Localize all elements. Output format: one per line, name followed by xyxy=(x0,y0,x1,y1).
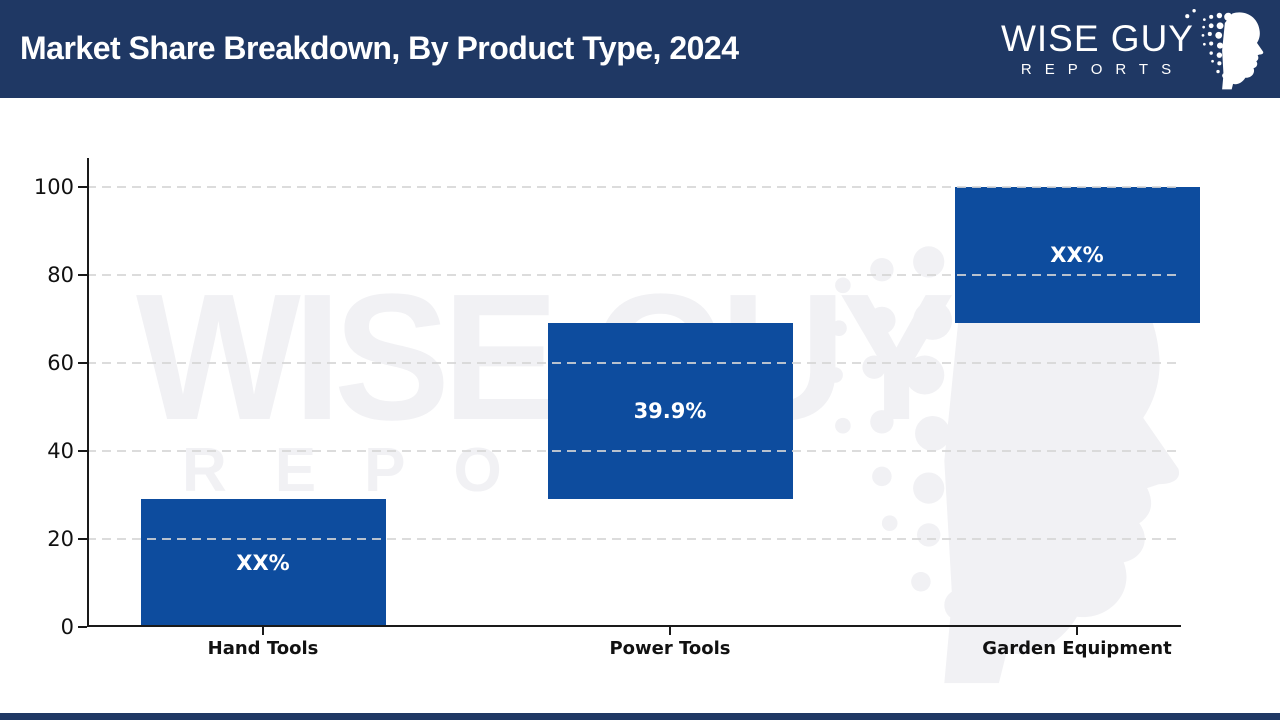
y-tick-label-20: 20 xyxy=(47,527,74,551)
bar-hand-tools: XX% xyxy=(140,498,386,627)
y-tick-label-60: 60 xyxy=(47,351,74,375)
y-tick-label-80: 80 xyxy=(47,263,74,287)
y-tick-0 xyxy=(78,626,87,628)
bar-value-label: XX% xyxy=(1050,242,1104,267)
y-tick-40 xyxy=(78,450,87,452)
x-category-label: Garden Equipment xyxy=(982,638,1172,659)
page-title: Market Share Breakdown, By Product Type,… xyxy=(20,30,739,66)
bar-garden-equipment: XX% xyxy=(954,187,1200,323)
y-tick-20 xyxy=(78,538,87,540)
logo-text-block: WISE GUY REPORTS xyxy=(1000,18,1194,78)
gridline-60 xyxy=(87,362,1181,364)
brand-logo: WISE GUY REPORTS xyxy=(1001,4,1272,94)
y-tick-60 xyxy=(78,362,87,364)
y-tick-80 xyxy=(78,274,87,276)
gridline-100 xyxy=(87,186,1181,188)
header-bar: Market Share Breakdown, By Product Type,… xyxy=(0,0,1280,98)
y-tick-label-40: 40 xyxy=(47,439,74,463)
logo-wordmark: WISE GUY xyxy=(1000,18,1194,59)
x-axis-spine xyxy=(87,625,1181,627)
y-tick-label-100: 100 xyxy=(33,175,74,199)
x-category-label: Power Tools xyxy=(609,638,731,659)
logo-head-icon xyxy=(1185,9,1264,90)
bar-value-label: XX% xyxy=(236,550,290,575)
y-axis-spine xyxy=(87,158,89,627)
bar-power-tools: 39.9% xyxy=(547,322,793,499)
y-tick-label-0: 0 xyxy=(60,615,74,639)
x-category-label: Hand Tools xyxy=(207,638,319,659)
x-tick-0 xyxy=(262,627,264,635)
bar-value-label: 39.9% xyxy=(633,398,707,423)
x-tick-2 xyxy=(1076,627,1078,635)
logo-subtext: REPORTS xyxy=(1020,60,1185,78)
gridline-20 xyxy=(87,538,1181,540)
x-tick-1 xyxy=(669,627,671,635)
watermark-wordmark: WISE GUY xyxy=(136,257,955,458)
gridline-40 xyxy=(87,450,1181,452)
y-tick-100 xyxy=(78,186,87,188)
watermark-head-icon xyxy=(827,244,1180,684)
footer-bar xyxy=(0,713,1280,720)
gridline-80 xyxy=(87,274,1181,276)
chart-area: WISE GUY REPORTS 0 20 40 60 80 100 XX% 39.9% XX%… xyxy=(0,98,1280,714)
